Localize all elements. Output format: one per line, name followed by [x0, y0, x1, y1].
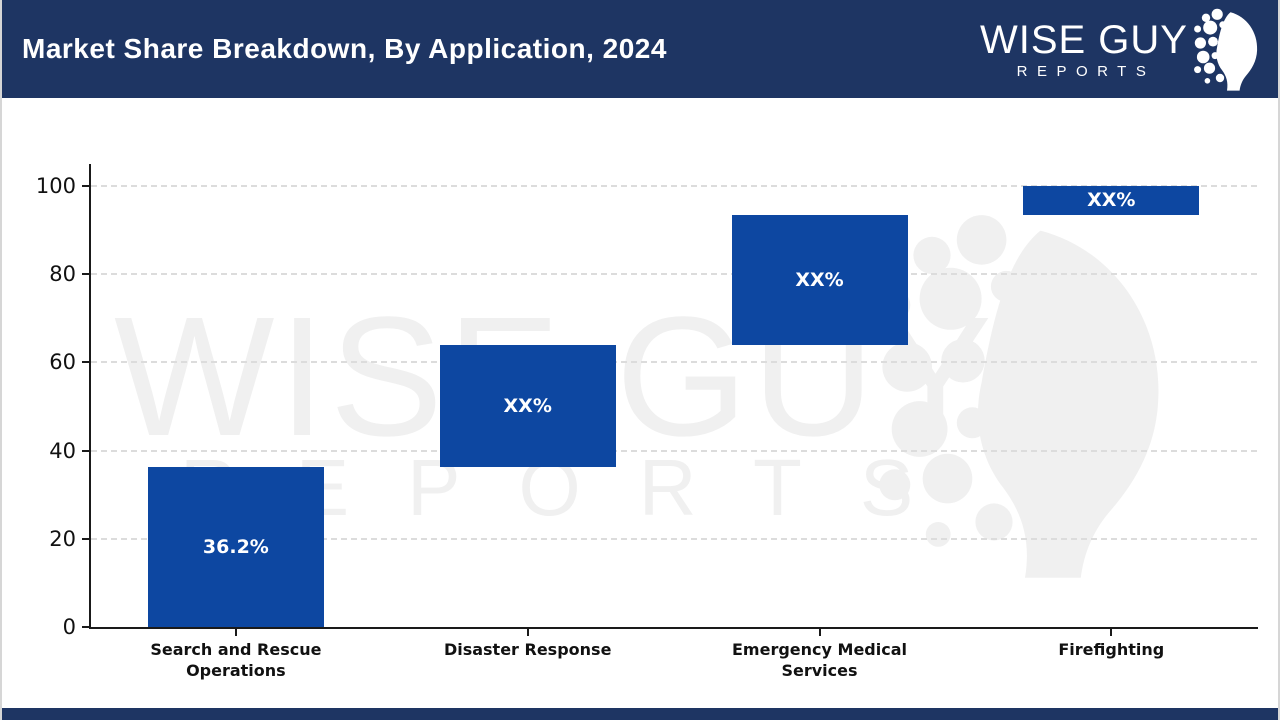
y-tick-label-40: 40 [49, 438, 76, 463]
x-tick-label: Firefighting [1058, 640, 1165, 659]
bar-value-label: 36.2% [202, 536, 269, 559]
brand-subname: REPORTS [1016, 63, 1156, 80]
x-tick [818, 629, 821, 636]
x-tick [234, 629, 237, 636]
x-tick [526, 629, 529, 636]
y-tick-label-60: 60 [49, 350, 76, 375]
bar-value-label: XX% [795, 268, 844, 291]
y-tick-20 [82, 537, 90, 540]
gridline-20 [91, 537, 1257, 540]
bar-segment [147, 467, 324, 627]
bar-segment [439, 344, 616, 468]
y-tick-60 [82, 361, 90, 364]
brand-logo: WISE GUY REPORTS [980, 6, 1268, 92]
gridline-60 [91, 361, 1257, 364]
y-axis-line [89, 164, 91, 629]
y-tick-100 [82, 185, 90, 187]
header-banner: Market Share Breakdown, By Application, … [2, 0, 1278, 98]
y-tick-label-20: 20 [49, 526, 76, 551]
brand-head-icon [1194, 8, 1258, 91]
bar-value-label: XX% [503, 395, 552, 418]
bar-value-label: XX% [1087, 189, 1136, 212]
gridline-80 [91, 273, 1257, 276]
gridline-40 [91, 449, 1257, 452]
brand-logo-text: WISE GUY REPORTS [980, 20, 1188, 79]
y-tick-0 [82, 626, 90, 628]
x-tick-label: Disaster Response [443, 640, 612, 659]
x-tick-label: Emergency Medical Services [732, 640, 907, 680]
y-tick-label-80: 80 [49, 262, 76, 287]
gridline-100 [91, 185, 1257, 187]
y-tick-40 [82, 449, 90, 452]
y-tick-label-100: 100 [35, 174, 76, 198]
brand-name: WISE GUY [979, 18, 1188, 62]
x-tick-label: Search and Rescue Operations [150, 640, 322, 680]
bar-segment [731, 214, 908, 345]
bar-segment [1023, 186, 1200, 215]
y-tick-label-0: 0 [62, 615, 76, 639]
page-title: Market Share Breakdown, By Application, … [22, 33, 667, 64]
x-tick [1110, 629, 1113, 636]
watermark-face-icon [879, 215, 1159, 578]
y-tick-80 [82, 273, 90, 276]
footer-bar [2, 708, 1278, 720]
x-axis-line [89, 627, 1258, 629]
